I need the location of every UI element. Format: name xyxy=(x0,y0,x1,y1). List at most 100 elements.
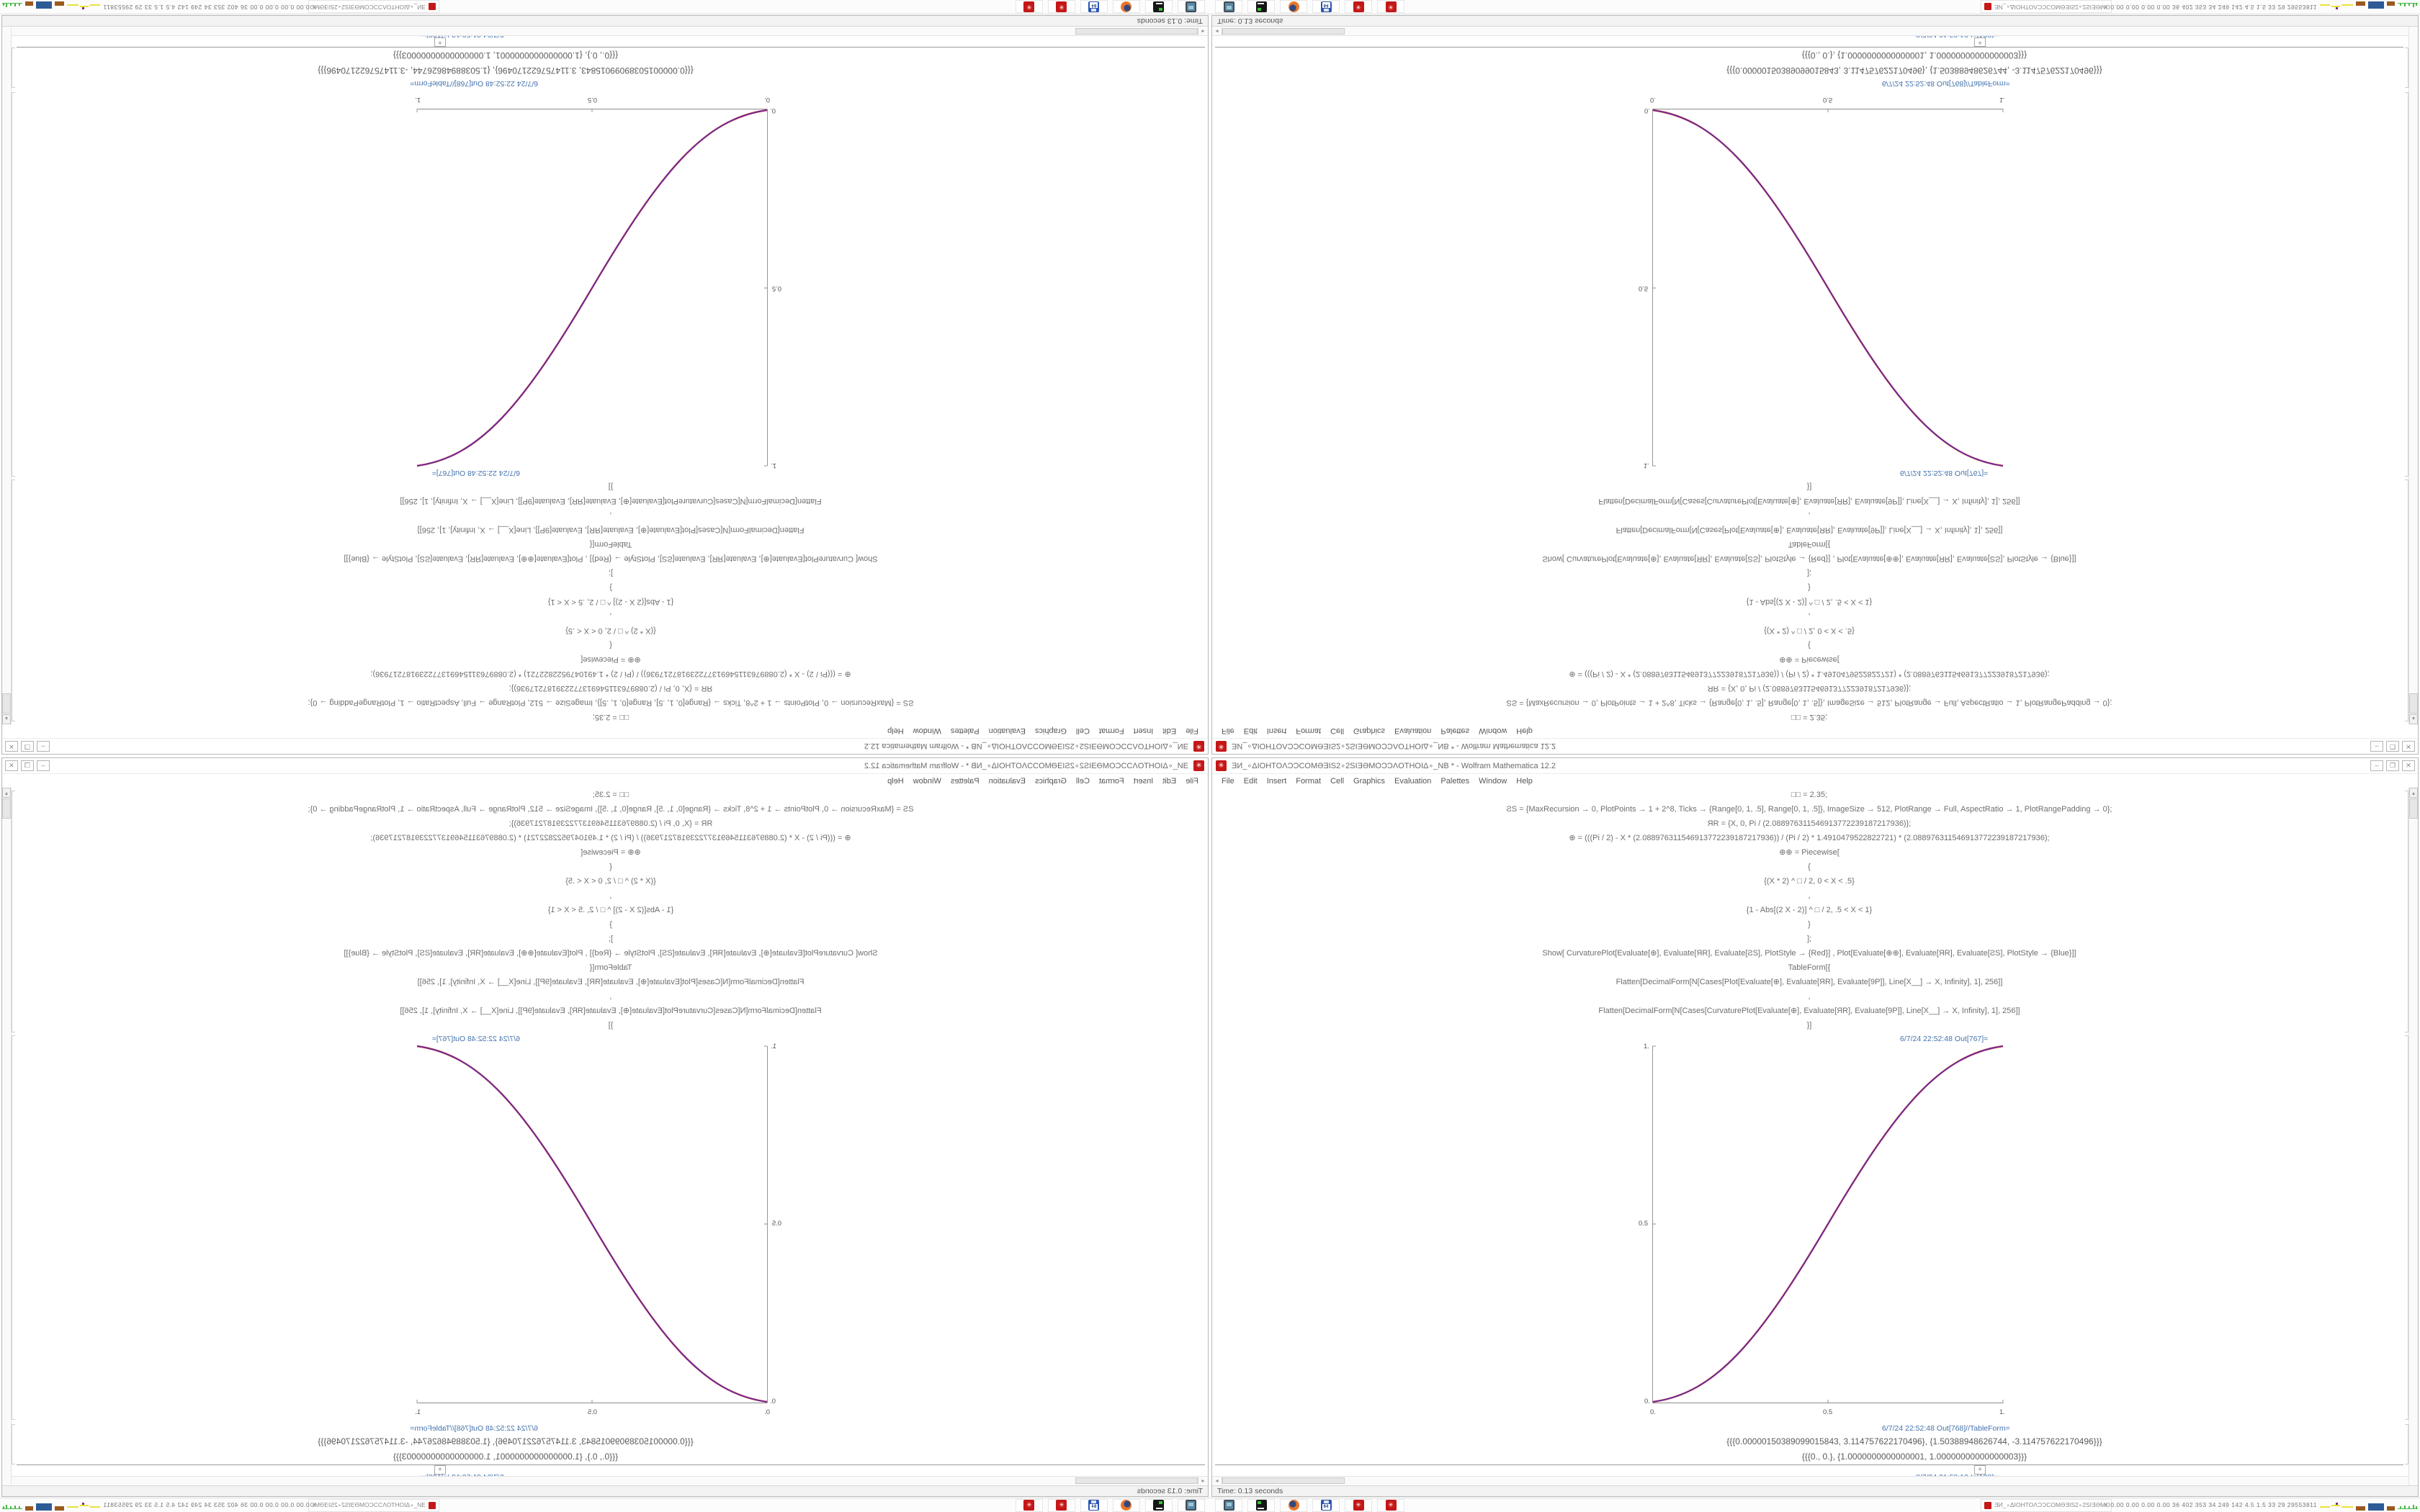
taskbar-button[interactable]: ✳ xyxy=(1016,0,1043,14)
code-line[interactable]: , xyxy=(609,612,612,621)
firefox-icon[interactable] xyxy=(1288,1500,1299,1511)
code-line[interactable]: {(X * 2) ^ □ / 2, 0 < X < .5} xyxy=(1764,626,1855,635)
code-line[interactable]: { xyxy=(609,641,612,649)
code-line[interactable]: ƧS = {MaxRecursion → 0, PlotPoints → 1 +… xyxy=(1506,805,2112,814)
menu-edit[interactable]: Edit xyxy=(1162,726,1177,735)
code-line[interactable]: ⊕ = (((Pi / 2) - X * (2.0889763115469137… xyxy=(370,834,851,842)
code-line[interactable]: ⊕⊕ = Piecewise[ xyxy=(1779,848,1839,857)
maximize-button[interactable]: ❒ xyxy=(21,741,34,752)
table-cell-bracket[interactable] xyxy=(2405,1424,2408,1464)
scroll-up-icon[interactable]: ▴ xyxy=(2,714,11,724)
code-line[interactable]: { xyxy=(609,863,612,871)
code-line[interactable]: ƧS = {MaxRecursion → 0, PlotPoints → 1 +… xyxy=(1506,698,2112,707)
code-line[interactable]: }] xyxy=(1806,1021,1812,1030)
taskbar-button[interactable]: ✳ xyxy=(1377,1498,1404,1512)
taskbar-button[interactable]: 64 xyxy=(1080,0,1108,14)
code-line[interactable]: , xyxy=(1808,511,1811,520)
code-line[interactable]: Flatten[DecimalForm[N[Cases[Plot[Evaluat… xyxy=(1615,978,2003,986)
input-cell[interactable]: □□ = 2.35; ƧS = {MaxRecursion → 0, PlotP… xyxy=(21,480,1201,724)
menu-evaluation[interactable]: Evaluation xyxy=(1394,777,1432,786)
menu-cell[interactable]: Cell xyxy=(1075,726,1090,735)
menu-window[interactable]: Window xyxy=(913,726,941,735)
taskbar-button[interactable] xyxy=(1113,0,1140,14)
title-bar[interactable]: ✳ ƎИ_∘ΔIOHTOΛƆƆCOMӘƎIS2∘2SIƎӘMOƆƆΛOTHOIΔ… xyxy=(2,758,1208,774)
code-line[interactable]: }] xyxy=(608,1021,614,1030)
menu-palettes[interactable]: Palettes xyxy=(1440,777,1470,786)
floppy64-icon[interactable]: 64 xyxy=(1088,1500,1100,1511)
mathematica-icon[interactable]: ✳ xyxy=(1023,1500,1035,1511)
code-line[interactable]: , xyxy=(1808,612,1811,621)
code-line[interactable]: □□ = 2.35; xyxy=(1791,713,1828,721)
code-line[interactable]: ⊕ = (((Pi / 2) - X * (2.0889763115469137… xyxy=(370,670,851,678)
code-line[interactable]: ЯR = {X, 0, Pi / (2.08897631154691377223… xyxy=(508,684,713,693)
input-cell-bracket[interactable] xyxy=(12,480,15,721)
cell-insertion-bar[interactable] xyxy=(1215,1464,2403,1465)
menu-palettes[interactable]: Palettes xyxy=(950,726,980,735)
menu-window[interactable]: Window xyxy=(913,777,941,786)
code-line[interactable]: □□ = 2.35; xyxy=(592,713,629,721)
code-line[interactable]: Flatten[DecimalForm[N[Cases[CurvaturePlo… xyxy=(1598,497,2020,505)
firefox-icon[interactable] xyxy=(1288,1,1299,12)
code-line[interactable]: {(X * 2) ^ □ / 2, 0 < X < .5} xyxy=(1764,877,1855,886)
floppy64-icon[interactable]: 64 xyxy=(1320,1,1332,12)
code-line[interactable]: , xyxy=(609,891,612,900)
code-line[interactable]: Show[ CurvaturePlot[Evaluate[⊕], Evaluat… xyxy=(344,949,878,958)
vertical-scrollbar[interactable]: ▴ xyxy=(2408,25,2418,724)
title-bar[interactable]: ✳ ƎИ_∘ΔIOHTOΛƆƆCOMӘƎIS2∘2SIƎӘMOƆƆΛOTHOIΔ… xyxy=(1212,758,2418,774)
plot-cell-bracket[interactable] xyxy=(12,92,15,477)
terminal-icon[interactable] xyxy=(1153,1,1165,12)
code-line[interactable]: } xyxy=(609,920,612,929)
code-line[interactable]: Flatten[DecimalForm[N[Cases[Plot[Evaluat… xyxy=(1615,526,2003,534)
menu-file[interactable]: File xyxy=(1222,777,1234,786)
code-line[interactable]: ƧS = {MaxRecursion → 0, PlotPoints → 1 +… xyxy=(308,805,914,814)
terminal-icon[interactable] xyxy=(1255,1,1267,12)
vertical-scroll-thumb[interactable] xyxy=(2409,798,2418,819)
menu-format[interactable]: Format xyxy=(1296,777,1322,786)
code-line[interactable]: □□ = 2.35; xyxy=(1791,791,1828,799)
scroll-left-icon[interactable]: ◂ xyxy=(1198,1477,1208,1485)
code-line[interactable]: } xyxy=(609,583,612,592)
mathematica-icon[interactable]: ✳ xyxy=(1353,1500,1364,1511)
taskbar-button[interactable] xyxy=(1215,1498,1242,1512)
scroll-left-icon[interactable]: ◂ xyxy=(1212,27,1222,35)
menu-insert[interactable]: Insert xyxy=(1133,777,1154,786)
menu-edit[interactable]: Edit xyxy=(1243,726,1258,735)
vertical-scrollbar[interactable]: ▴ xyxy=(2,788,12,1487)
code-line[interactable]: , xyxy=(609,992,612,1001)
taskbar-button[interactable]: ✳ xyxy=(1016,1498,1043,1512)
mathematica-icon[interactable]: ✳ xyxy=(1385,1,1397,12)
scroll-up-icon[interactable]: ▴ xyxy=(2409,714,2418,724)
floppy64-icon[interactable]: 64 xyxy=(1320,1500,1332,1511)
taskbar-button[interactable] xyxy=(1113,1498,1140,1512)
input-cell[interactable]: □□ = 2.35; ƧS = {MaxRecursion → 0, PlotP… xyxy=(1219,480,2399,724)
scroll-up-icon[interactable]: ▴ xyxy=(2409,788,2418,798)
menu-evaluation[interactable]: Evaluation xyxy=(988,777,1026,786)
horizontal-scrollbar[interactable]: ◂ xyxy=(1212,27,2408,36)
code-line[interactable]: ⊕ = (((Pi / 2) - X * (2.0889763115469137… xyxy=(1569,834,2050,842)
notebook-content[interactable]: □□ = 2.35; ƧS = {MaxRecursion → 0, PlotP… xyxy=(1212,788,2418,1482)
code-line[interactable]: Show[ CurvaturePlot[Evaluate[⊕], Evaluat… xyxy=(344,554,878,563)
scroll-left-icon[interactable]: ◂ xyxy=(1198,27,1208,35)
table-cell-bracket[interactable] xyxy=(12,1424,15,1464)
menu-graphics[interactable]: Graphics xyxy=(1034,777,1067,786)
taskbar-button[interactable] xyxy=(1247,0,1275,14)
vertical-scrollbar[interactable]: ▴ xyxy=(2408,788,2418,1487)
input-cell[interactable]: □□ = 2.35; ƧS = {MaxRecursion → 0, PlotP… xyxy=(21,788,1201,1032)
code-line[interactable]: , xyxy=(609,511,612,520)
code-line[interactable]: TableForm[{ xyxy=(589,540,632,549)
code-line[interactable]: {(X * 2) ^ □ / 2, 0 < X < .5} xyxy=(565,626,656,635)
code-line[interactable]: ⊕⊕ = Piecewise[ xyxy=(581,848,641,857)
scroll-up-icon[interactable]: ▴ xyxy=(2,788,11,798)
cell-insertion-bar[interactable] xyxy=(17,47,1205,48)
taskbar-button[interactable]: ✳ xyxy=(1345,0,1372,14)
plot-cell-bracket[interactable] xyxy=(2405,1035,2408,1420)
taskbar-button[interactable] xyxy=(1145,1498,1173,1512)
cell-insertion-bar[interactable] xyxy=(1215,47,2403,48)
minimize-button[interactable]: – xyxy=(37,760,50,771)
menu-graphics[interactable]: Graphics xyxy=(1034,726,1067,735)
maximize-button[interactable]: ❒ xyxy=(2386,741,2399,752)
taskbar-window-button[interactable]: ƎИ_∘ΔIOHTOΛƆƆCOMӘƎIS2∘2SIƎӘMO… xyxy=(1981,1498,2112,1512)
vertical-scrollbar[interactable]: ▴ xyxy=(2,25,12,724)
title-bar[interactable]: ✳ ƎИ_∘ΔIOHTOΛƆƆCOMӘƎIS2∘2SIƎӘMOƆƆΛOTHOIΔ… xyxy=(2,738,1208,754)
taskbar-window-button[interactable]: ƎИ_∘ΔIOHTOΛƆƆCOMӘƎIS2∘2SIƎӘMO… xyxy=(1981,0,2112,14)
